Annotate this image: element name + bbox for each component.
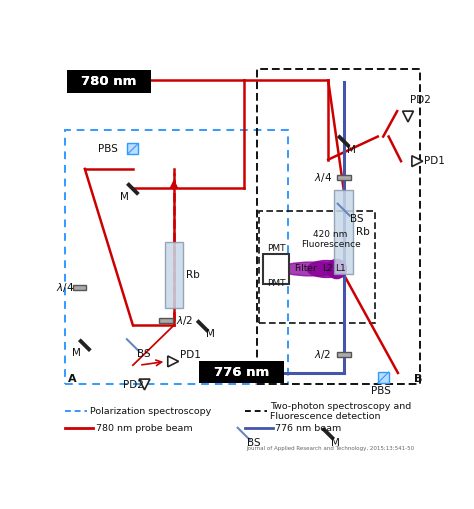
Text: BS: BS — [247, 438, 260, 448]
Text: M: M — [347, 146, 356, 155]
Text: M: M — [73, 348, 82, 358]
Text: 780 nm probe beam: 780 nm probe beam — [96, 424, 192, 433]
Text: L1: L1 — [335, 265, 346, 273]
Text: 780 nm: 780 nm — [81, 75, 137, 89]
Text: 776 nm: 776 nm — [214, 365, 269, 379]
Bar — [378, 372, 389, 383]
Text: Two-photon spectroscopy and
Fluorescence detection: Two-photon spectroscopy and Fluorescence… — [270, 402, 411, 421]
Text: 776 nm: 776 nm — [214, 365, 269, 379]
Bar — [199, 361, 284, 383]
Text: PMT: PMT — [267, 244, 285, 253]
Text: PD1: PD1 — [424, 156, 445, 166]
Text: $\lambda$/2: $\lambda$/2 — [314, 348, 331, 361]
Ellipse shape — [307, 261, 346, 277]
Bar — [334, 190, 353, 274]
Ellipse shape — [280, 262, 342, 276]
Text: M: M — [331, 438, 340, 448]
Text: Rb: Rb — [186, 270, 200, 280]
Text: PD2: PD2 — [410, 95, 430, 105]
Bar — [73, 285, 86, 290]
Text: PD2: PD2 — [123, 380, 144, 390]
Polygon shape — [412, 156, 423, 166]
Text: BS: BS — [137, 350, 150, 359]
Text: 776 nm beam: 776 nm beam — [275, 424, 342, 433]
Text: L2: L2 — [322, 265, 333, 273]
Text: 420 nm
Fluorescence: 420 nm Fluorescence — [301, 230, 360, 249]
Text: $\lambda$/2: $\lambda$/2 — [175, 314, 193, 327]
Text: PBS: PBS — [98, 144, 118, 154]
Polygon shape — [168, 356, 179, 367]
Text: B: B — [414, 374, 423, 384]
Ellipse shape — [327, 260, 346, 278]
Text: Rb: Rb — [356, 227, 370, 237]
Text: PMT: PMT — [267, 279, 285, 288]
Text: A: A — [68, 374, 76, 384]
Text: 780 nm: 780 nm — [81, 75, 137, 89]
Text: $\lambda$/4: $\lambda$/4 — [314, 171, 332, 184]
Text: M: M — [206, 329, 215, 338]
Bar — [164, 242, 183, 308]
Polygon shape — [402, 111, 413, 122]
Bar — [337, 352, 351, 357]
Bar — [128, 144, 138, 154]
Text: BS: BS — [350, 214, 364, 224]
Polygon shape — [139, 379, 150, 390]
Bar — [67, 70, 151, 94]
Text: PD1: PD1 — [180, 350, 201, 360]
Bar — [199, 361, 284, 383]
Bar — [337, 175, 351, 180]
Bar — [159, 318, 173, 323]
Text: M: M — [120, 191, 129, 202]
Text: Filter: Filter — [294, 265, 317, 273]
Text: Journal of Applied Research and Technology, 2015;13:541-50: Journal of Applied Research and Technolo… — [246, 446, 415, 451]
Text: PBS: PBS — [371, 386, 391, 397]
Bar — [67, 70, 151, 94]
Text: $\lambda$/4: $\lambda$/4 — [56, 281, 74, 294]
Text: Polarization spectroscopy: Polarization spectroscopy — [90, 407, 211, 416]
Bar — [263, 254, 290, 284]
